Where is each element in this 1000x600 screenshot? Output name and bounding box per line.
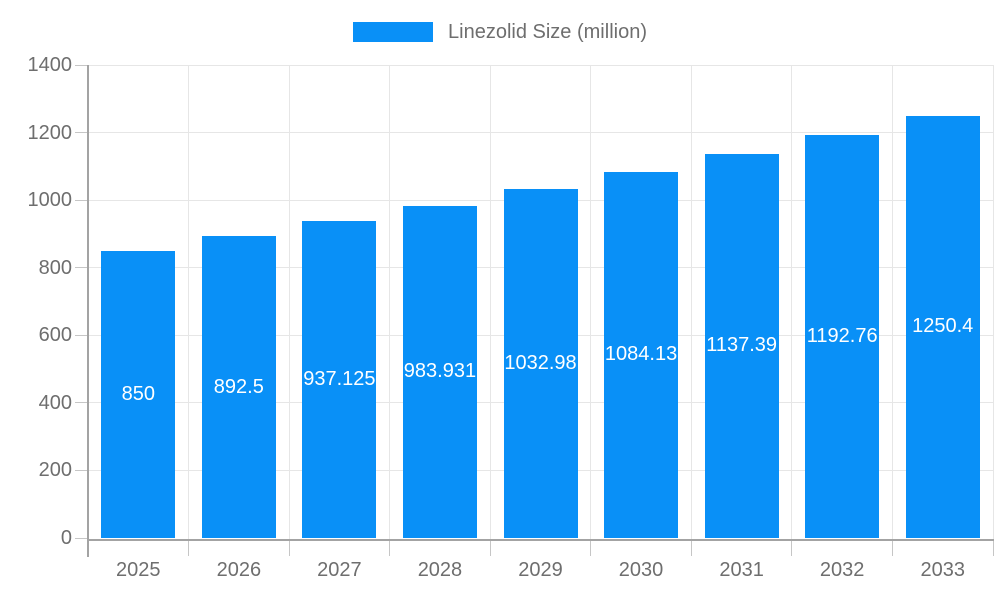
y-tick [75, 537, 88, 539]
bar-value-label: 1137.39 [706, 334, 778, 357]
y-axis-label: 0 [60, 527, 72, 549]
bar[interactable]: 1137.39 [704, 153, 779, 538]
y-tick [75, 334, 88, 336]
y-axis-label: 200 [38, 459, 72, 482]
bar-value-label: 850 [121, 382, 155, 405]
x-gridline [590, 65, 592, 539]
x-gridline [489, 65, 491, 539]
x-axis-label: 2031 [719, 559, 764, 581]
y-tick [75, 267, 88, 269]
y-axis-label: 1000 [27, 189, 73, 212]
x-gridline [992, 65, 994, 539]
bar-value-label: 983.931 [403, 360, 477, 383]
y-tick [75, 469, 88, 471]
x-tick [188, 540, 190, 556]
x-tick [389, 540, 391, 556]
bar-value-label: 892.5 [213, 375, 264, 398]
x-axis-label: 2027 [317, 559, 362, 581]
bar-value-label: 1250.4 [912, 315, 974, 338]
x-axis-label: 2033 [920, 559, 965, 581]
bar-value-label: 937.125 [303, 368, 376, 391]
x-gridline [188, 65, 190, 539]
x-gridline [389, 65, 391, 539]
x-gridline [690, 65, 692, 539]
bar[interactable]: 1032.98 [503, 189, 578, 538]
x-tick [791, 540, 793, 556]
x-tick [590, 540, 592, 556]
bar[interactable]: 1084.13 [604, 171, 679, 538]
x-tick [992, 540, 994, 556]
x-tick [690, 540, 692, 556]
y-tick [75, 199, 88, 201]
y-tick [75, 64, 88, 66]
y-tick [75, 132, 88, 134]
y-axis-label: 600 [38, 324, 72, 347]
x-axis-label: 2032 [819, 559, 865, 581]
x-tick [489, 540, 491, 556]
bar-value-label: 1032.98 [504, 351, 577, 374]
bar[interactable]: 1250.4 [905, 115, 980, 538]
y-axis-label: 1200 [27, 121, 73, 144]
x-axis-label: 2026 [216, 559, 262, 581]
legend-item[interactable]: Linezolid Size (million) [0, 21, 1000, 43]
y-axis-line [87, 65, 89, 557]
bar[interactable]: 850 [101, 250, 176, 538]
bar-value-label: 1192.76 [806, 325, 878, 347]
legend-label: Linezolid Size (million) [448, 21, 647, 43]
y-axis-label: 800 [38, 256, 72, 279]
y-gridline [88, 64, 993, 66]
x-axis-line [87, 539, 994, 541]
bar[interactable]: 892.5 [201, 236, 276, 538]
x-gridline [791, 65, 793, 539]
x-tick [891, 540, 893, 556]
x-axis-label: 2025 [116, 559, 161, 581]
y-axis-label: 1400 [27, 54, 73, 76]
bar[interactable]: 983.931 [402, 205, 477, 538]
y-gridline [88, 132, 993, 134]
bar[interactable]: 937.125 [302, 221, 377, 538]
y-axis-label: 400 [38, 391, 72, 414]
bar-value-label: 1084.13 [604, 343, 678, 366]
y-tick [75, 402, 88, 404]
x-tick [288, 540, 290, 556]
x-gridline [288, 65, 290, 539]
x-axis-label: 2028 [417, 559, 463, 581]
bar[interactable]: 1192.76 [805, 135, 880, 538]
x-gridline [891, 65, 893, 539]
x-axis-label: 2030 [618, 559, 664, 581]
legend-swatch [353, 22, 434, 42]
x-axis-label: 2029 [518, 559, 563, 581]
